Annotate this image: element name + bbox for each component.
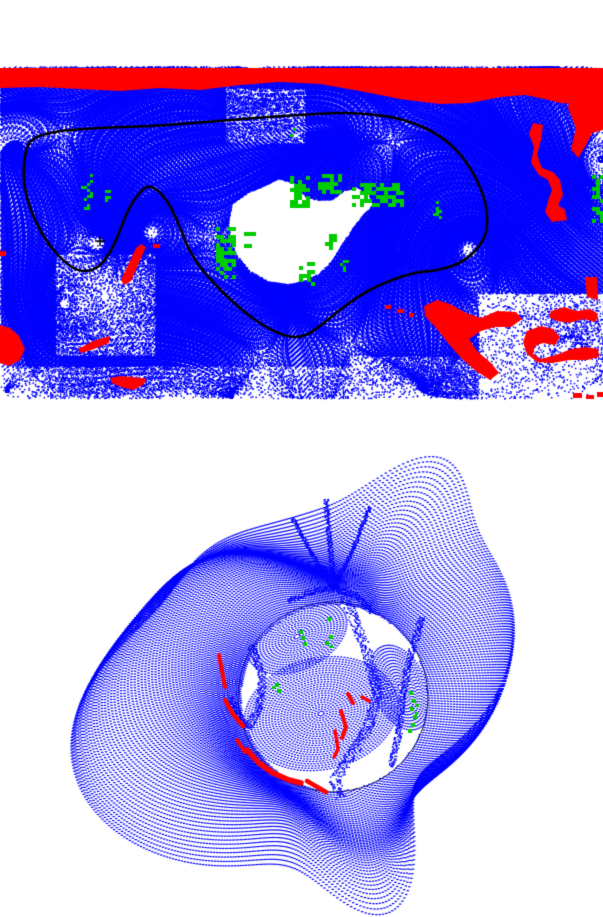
phase-portrait-2d-canvas [0, 0, 603, 430]
phase-portrait-2d-panel [0, 0, 603, 430]
phase-portrait-3d-canvas [0, 430, 603, 917]
phase-portrait-3d-panel [0, 430, 603, 917]
